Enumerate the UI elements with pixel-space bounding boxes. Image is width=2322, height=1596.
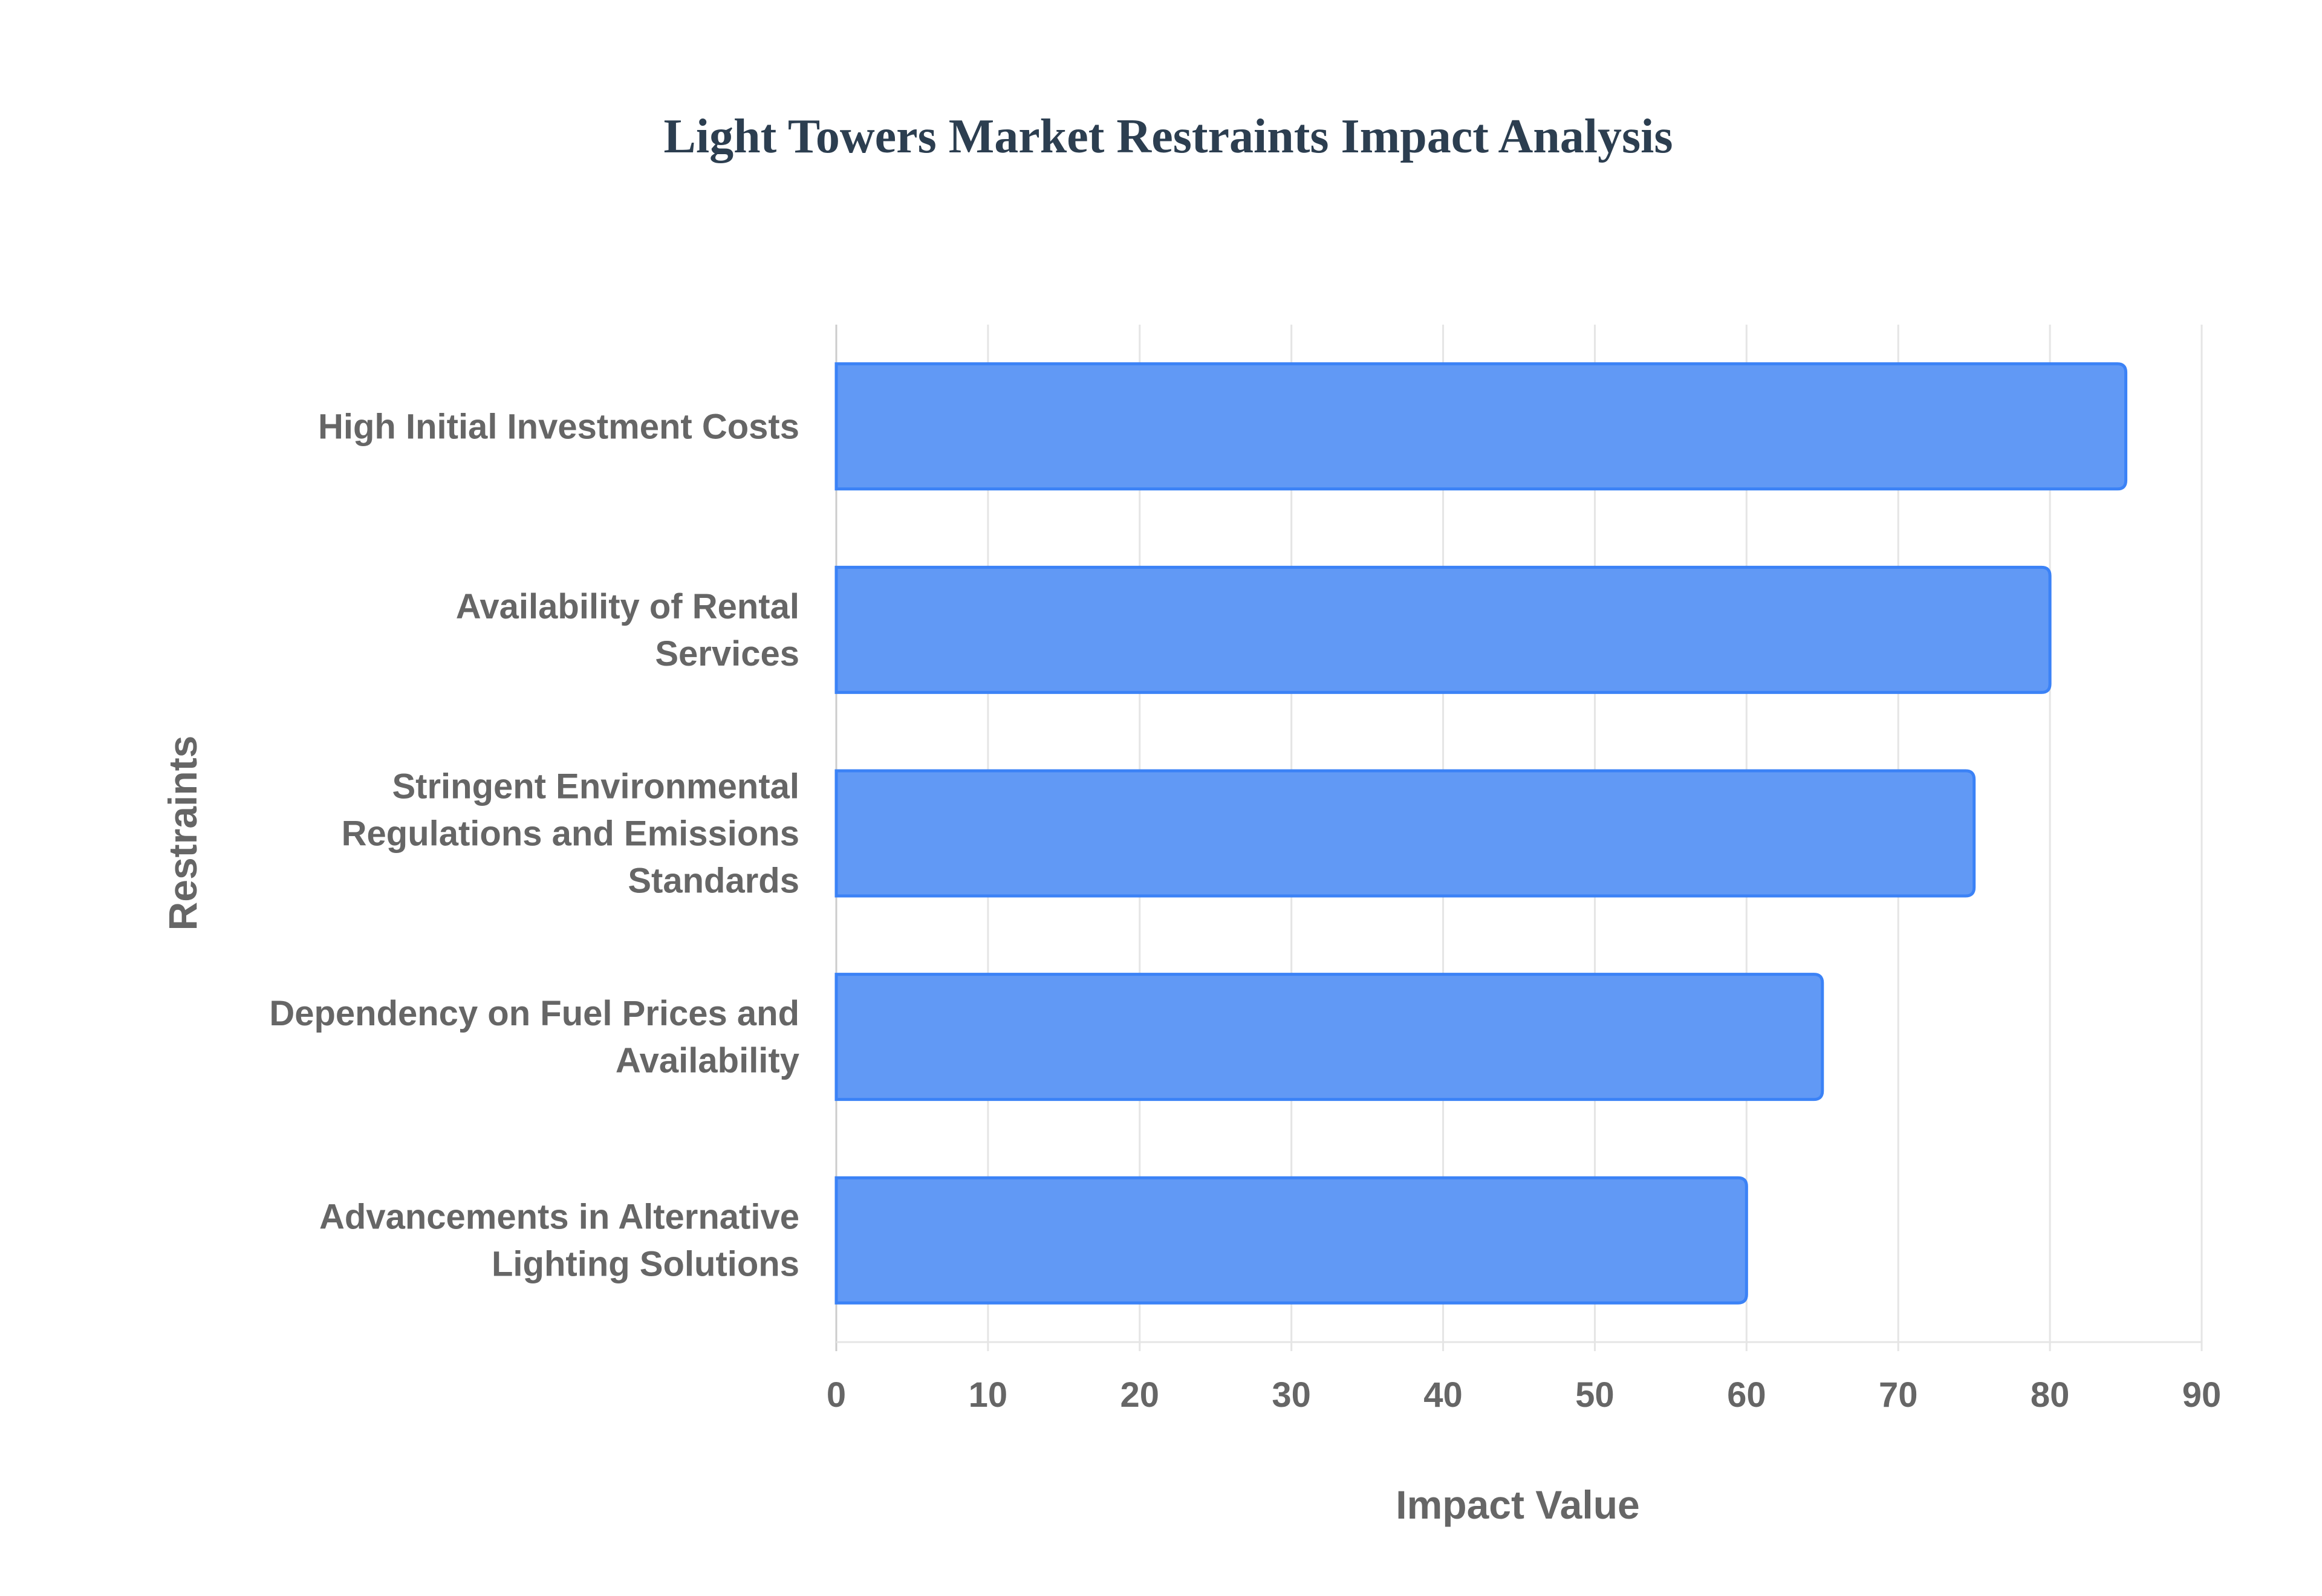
category-label-line: Availability [616, 1041, 799, 1080]
x-tick-label: 60 [1727, 1375, 1766, 1415]
category-label-line: Lighting Solutions [492, 1245, 799, 1284]
category-label-line: Dependency on Fuel Prices and [269, 994, 799, 1033]
category-label: High Initial Investment Costs [318, 407, 799, 446]
x-tick-labels: 0 10 20 30 40 50 60 70 80 90 [827, 1375, 2221, 1415]
x-tick-label: 0 [827, 1375, 846, 1415]
x-axis-title: Impact Value [1396, 1482, 1640, 1527]
bar [834, 1176, 1748, 1305]
bar [834, 565, 2052, 694]
x-tick-label: 50 [1575, 1375, 1615, 1415]
chart-title: Light Towers Market Restraints Impact An… [664, 110, 1673, 163]
x-tick-label: 40 [1423, 1375, 1463, 1415]
category-label-line: Standards [628, 861, 799, 901]
x-tick-label: 70 [1879, 1375, 1918, 1415]
category-label-line: Availability of Rental [456, 587, 799, 626]
bar-group [834, 1176, 1748, 1305]
category-label-line: Stringent Environmental [392, 767, 799, 806]
category-label: Availability of Rental Services [456, 587, 799, 673]
category-label-line: Advancements in Alternative [319, 1198, 799, 1237]
bar-group [834, 362, 2128, 491]
bars [834, 362, 2128, 1305]
category-labels: High Initial Investment Costs Availabilit… [269, 407, 799, 1283]
y-axis-title: Restraints [160, 736, 205, 931]
bar [834, 362, 2128, 491]
bar [834, 769, 1976, 898]
x-tick-label: 80 [2031, 1375, 2070, 1415]
x-tick-label: 90 [2182, 1375, 2222, 1415]
x-tick-label: 30 [1272, 1375, 1311, 1415]
category-label-line: Regulations and Emissions [342, 814, 799, 854]
category-label: Advancements in Alternative Lighting Solu… [319, 1198, 799, 1284]
bar-group [834, 973, 1824, 1101]
category-label-line: High Initial Investment Costs [318, 407, 799, 446]
bar [834, 973, 1824, 1101]
bar-group [834, 565, 2052, 694]
x-tick-label: 10 [969, 1375, 1008, 1415]
category-label-line: Services [655, 634, 799, 673]
bar-group [834, 769, 1976, 898]
category-label: Dependency on Fuel Prices and Availabilit… [269, 994, 799, 1080]
x-tick-label: 20 [1120, 1375, 1160, 1415]
category-label: Stringent Environmental Regulations and E… [342, 767, 799, 901]
